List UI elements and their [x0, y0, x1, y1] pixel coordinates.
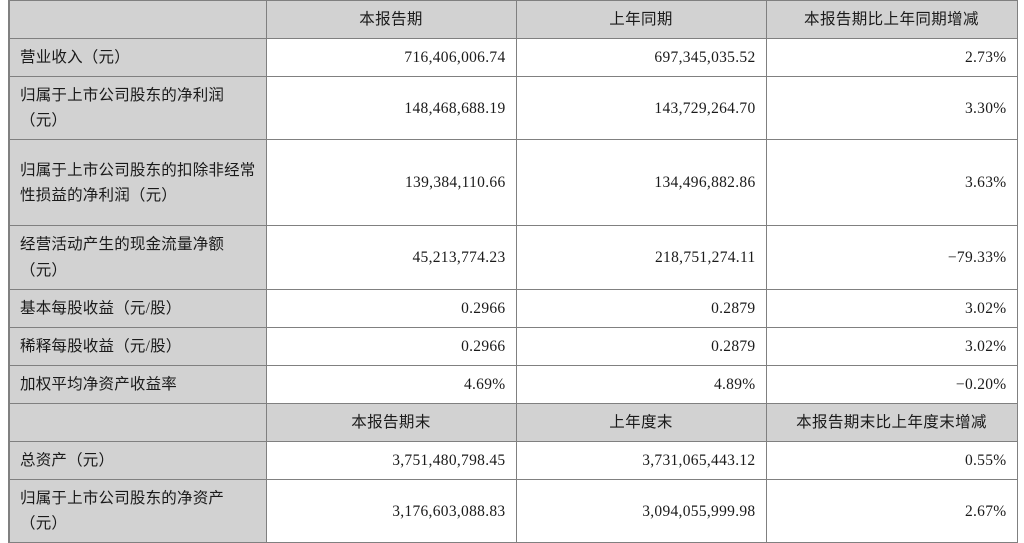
table-row: 归属于上市公司股东的净利润（元） 148,468,688.19 143,729,…	[8, 76, 1018, 141]
table-header-row-period: 本报告期 上年同期 本报告期比上年同期增减	[8, 0, 1018, 40]
row-value-current-net-profit-deducted-nonrecurring: 139,384,110.66	[265, 139, 517, 227]
row-value-current-total-assets: 3,751,480,798.45	[265, 441, 517, 481]
table-row: 归属于上市公司股东的扣除非经常性损益的净利润（元） 139,384,110.66…	[8, 139, 1018, 227]
table-row: 归属于上市公司股东的净资产（元） 3,176,603,088.83 3,094,…	[8, 479, 1018, 543]
row-value-current-operating-cash-flow-net: 45,213,774.23	[265, 225, 517, 290]
header-cell-current-period: 本报告期	[265, 0, 517, 40]
row-label-total-assets: 总资产（元）	[8, 441, 267, 481]
row-label-operating-cash-flow-net: 经营活动产生的现金流量净额（元）	[8, 225, 267, 290]
row-value-change-total-assets: 0.55%	[765, 441, 1018, 481]
row-label-net-assets-attributable: 归属于上市公司股东的净资产（元）	[8, 479, 267, 543]
row-value-current-diluted-eps: 0.2966	[265, 326, 517, 366]
row-value-change-basic-eps: 3.02%	[765, 288, 1018, 328]
row-value-change-operating-revenue: 2.73%	[765, 38, 1018, 78]
table-body: 本报告期 上年同期 本报告期比上年同期增减 营业收入（元） 716,406,00…	[8, 0, 1018, 543]
header-cell-change-period: 本报告期比上年同期增减	[765, 0, 1018, 40]
header-cell-previous-period-end: 上年度末	[515, 402, 767, 443]
row-label-operating-revenue: 营业收入（元）	[8, 38, 267, 78]
row-value-current-net-profit-attributable: 148,468,688.19	[265, 76, 517, 141]
row-value-change-net-profit-attributable: 3.30%	[765, 76, 1018, 141]
row-value-change-operating-cash-flow-net: −79.33%	[765, 225, 1018, 290]
header-cell-change-period-end: 本报告期末比上年度末增减	[765, 402, 1018, 443]
row-value-current-basic-eps: 0.2966	[265, 288, 517, 328]
row-value-current-operating-revenue: 716,406,006.74	[265, 38, 517, 78]
row-value-previous-total-assets: 3,731,065,443.12	[515, 441, 767, 481]
table-row: 总资产（元） 3,751,480,798.45 3,731,065,443.12…	[8, 441, 1018, 481]
financial-summary-table-container: 本报告期 上年同期 本报告期比上年同期增减 营业收入（元） 716,406,00…	[8, 0, 1018, 543]
row-value-current-net-assets-attributable: 3,176,603,088.83	[265, 479, 517, 543]
header-cell-current-period-end: 本报告期末	[265, 402, 517, 443]
financial-summary-table: 本报告期 上年同期 本报告期比上年同期增减 营业收入（元） 716,406,00…	[8, 0, 1018, 543]
table-row: 基本每股收益（元/股） 0.2966 0.2879 3.02%	[8, 288, 1018, 328]
row-value-change-net-profit-deducted-nonrecurring: 3.63%	[765, 139, 1018, 227]
row-label-net-profit-attributable: 归属于上市公司股东的净利润（元）	[8, 76, 267, 141]
header-cell-blank-period	[8, 0, 267, 40]
table-row: 营业收入（元） 716,406,006.74 697,345,035.52 2.…	[8, 38, 1018, 78]
row-label-weighted-average-roe: 加权平均净资产收益率	[8, 364, 267, 404]
header-cell-previous-period: 上年同期	[515, 0, 767, 40]
row-label-diluted-eps: 稀释每股收益（元/股）	[8, 326, 267, 366]
row-label-basic-eps: 基本每股收益（元/股）	[8, 288, 267, 328]
table-row: 稀释每股收益（元/股） 0.2966 0.2879 3.02%	[8, 326, 1018, 366]
row-value-previous-net-profit-attributable: 143,729,264.70	[515, 76, 767, 141]
header-cell-blank-period-end	[8, 402, 267, 443]
row-value-change-weighted-average-roe: −0.20%	[765, 364, 1018, 404]
row-value-previous-basic-eps: 0.2879	[515, 288, 767, 328]
table-header-row-period-end: 本报告期末 上年度末 本报告期末比上年度末增减	[8, 402, 1018, 443]
row-value-change-diluted-eps: 3.02%	[765, 326, 1018, 366]
row-value-previous-net-assets-attributable: 3,094,055,999.98	[515, 479, 767, 543]
row-value-previous-operating-cash-flow-net: 218,751,274.11	[515, 225, 767, 290]
row-value-previous-operating-revenue: 697,345,035.52	[515, 38, 767, 78]
table-row: 经营活动产生的现金流量净额（元） 45,213,774.23 218,751,2…	[8, 225, 1018, 290]
row-value-current-weighted-average-roe: 4.69%	[265, 364, 517, 404]
row-label-net-profit-deducted-nonrecurring: 归属于上市公司股东的扣除非经常性损益的净利润（元）	[8, 139, 267, 227]
row-value-previous-weighted-average-roe: 4.89%	[515, 364, 767, 404]
row-value-change-net-assets-attributable: 2.67%	[765, 479, 1018, 543]
table-row: 加权平均净资产收益率 4.69% 4.89% −0.20%	[8, 364, 1018, 404]
row-value-previous-diluted-eps: 0.2879	[515, 326, 767, 366]
row-value-previous-net-profit-deducted-nonrecurring: 134,496,882.86	[515, 139, 767, 227]
